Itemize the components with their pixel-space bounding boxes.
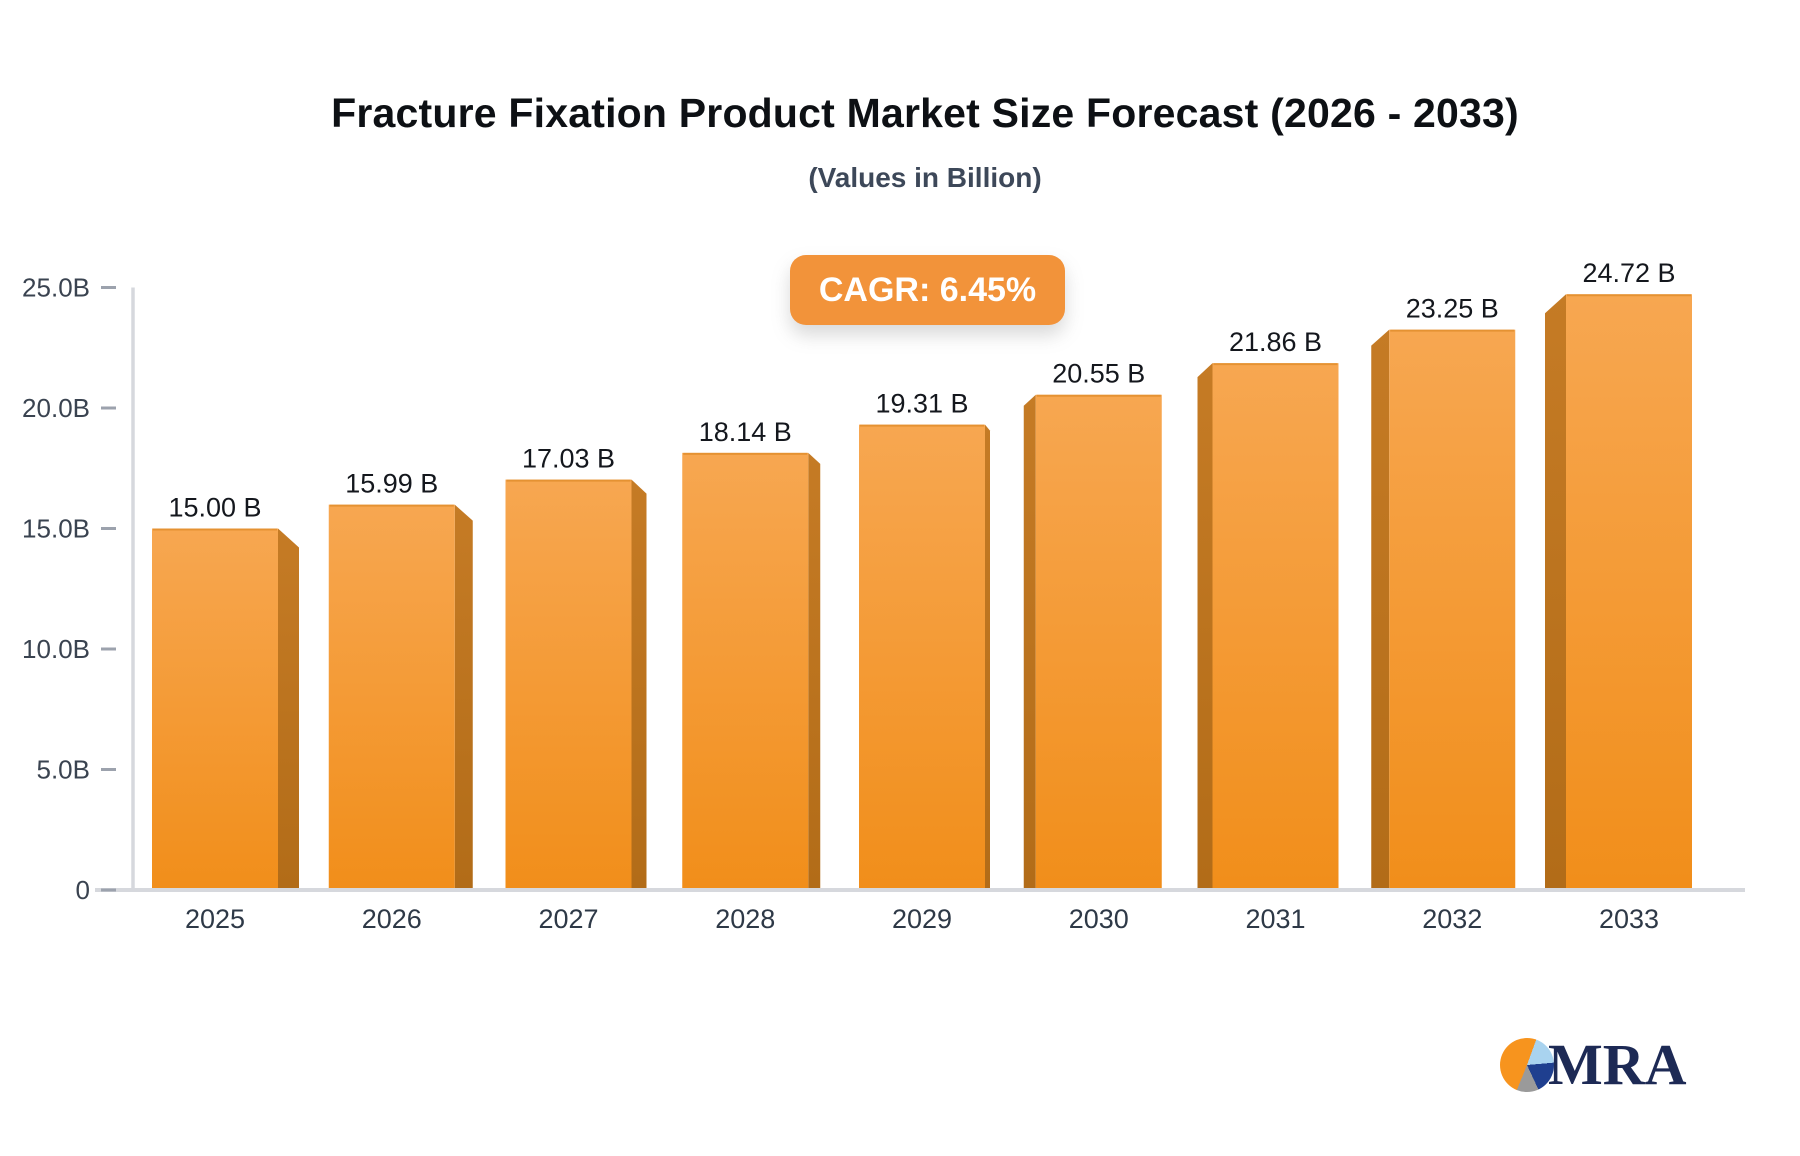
bar-front-face <box>1212 363 1339 890</box>
bar-group: 18.14 B 2028 <box>682 417 821 934</box>
cagr-badge: CAGR: 6.45% <box>790 255 1065 325</box>
x-tick-label: 2028 <box>715 904 775 934</box>
logo-text: MRA <box>1548 1032 1687 1097</box>
bar-group: 20.55 B 2030 <box>1023 359 1162 934</box>
bar-value-label: 21.86 B <box>1229 327 1322 357</box>
logo: MRA <box>1500 1036 1687 1094</box>
bar-front-face <box>682 452 809 890</box>
y-tick-label: 20.0B <box>22 393 90 423</box>
y-tick-label: 15.0B <box>22 514 90 544</box>
bar-group: 21.86 B 2031 <box>1197 327 1339 934</box>
bar-value-label: 18.14 B <box>699 417 792 447</box>
pie-chart-icon <box>1500 1038 1554 1092</box>
x-tick-label: 2026 <box>362 904 422 934</box>
bar-group: 15.99 B 2026 <box>328 469 473 934</box>
bar-front-face <box>1389 329 1516 890</box>
x-tick-label: 2027 <box>538 904 598 934</box>
bar-value-label: 24.72 B <box>1582 258 1675 288</box>
bar-group: 24.72 B 2033 <box>1545 258 1692 934</box>
y-tick-label: 25.0B <box>22 273 90 303</box>
x-tick-label: 2030 <box>1069 904 1129 934</box>
x-tick-label: 2033 <box>1599 904 1659 934</box>
x-tick-label: 2029 <box>892 904 952 934</box>
bar-side-face <box>808 452 821 890</box>
bar-front-face <box>1035 394 1162 890</box>
bar-front-face <box>859 424 985 890</box>
bar-front-face <box>505 479 632 890</box>
bar-side-face <box>985 424 990 890</box>
y-tick-label: 5.0B <box>37 755 91 785</box>
bar-side-face <box>1023 394 1036 890</box>
x-tick-label: 2025 <box>185 904 245 934</box>
bar-group: 19.31 B 2029 <box>859 389 990 934</box>
bar-side-face <box>278 528 299 890</box>
bar-group: 23.25 B 2032 <box>1371 294 1516 934</box>
y-tick-label: 0 <box>76 875 90 905</box>
bar-value-label: 15.99 B <box>345 469 438 499</box>
chart-subtitle: (Values in Billion) <box>808 162 1042 193</box>
bar-front-face <box>1566 294 1692 890</box>
bar-front-face <box>152 528 278 890</box>
bar-value-label: 15.00 B <box>168 493 261 523</box>
bar-side-face <box>631 479 647 890</box>
bar-group: 15.00 B 2025 <box>152 493 299 934</box>
bar-side-face <box>454 504 473 890</box>
bar-value-label: 23.25 B <box>1406 294 1499 324</box>
bar-value-label: 17.03 B <box>522 444 615 474</box>
x-tick-label: 2031 <box>1245 904 1305 934</box>
bar-value-label: 20.55 B <box>1052 359 1145 389</box>
bar-side-face <box>1545 294 1566 890</box>
bar-side-face <box>1371 329 1390 890</box>
y-tick-label: 10.0B <box>22 634 90 664</box>
bar-value-label: 19.31 B <box>875 389 968 419</box>
bar-group: 17.03 B 2027 <box>505 444 647 934</box>
x-tick-label: 2032 <box>1422 904 1482 934</box>
bar-front-face <box>328 504 455 890</box>
chart-title: Fracture Fixation Product Market Size Fo… <box>331 90 1519 136</box>
bar-side-face <box>1197 363 1213 890</box>
